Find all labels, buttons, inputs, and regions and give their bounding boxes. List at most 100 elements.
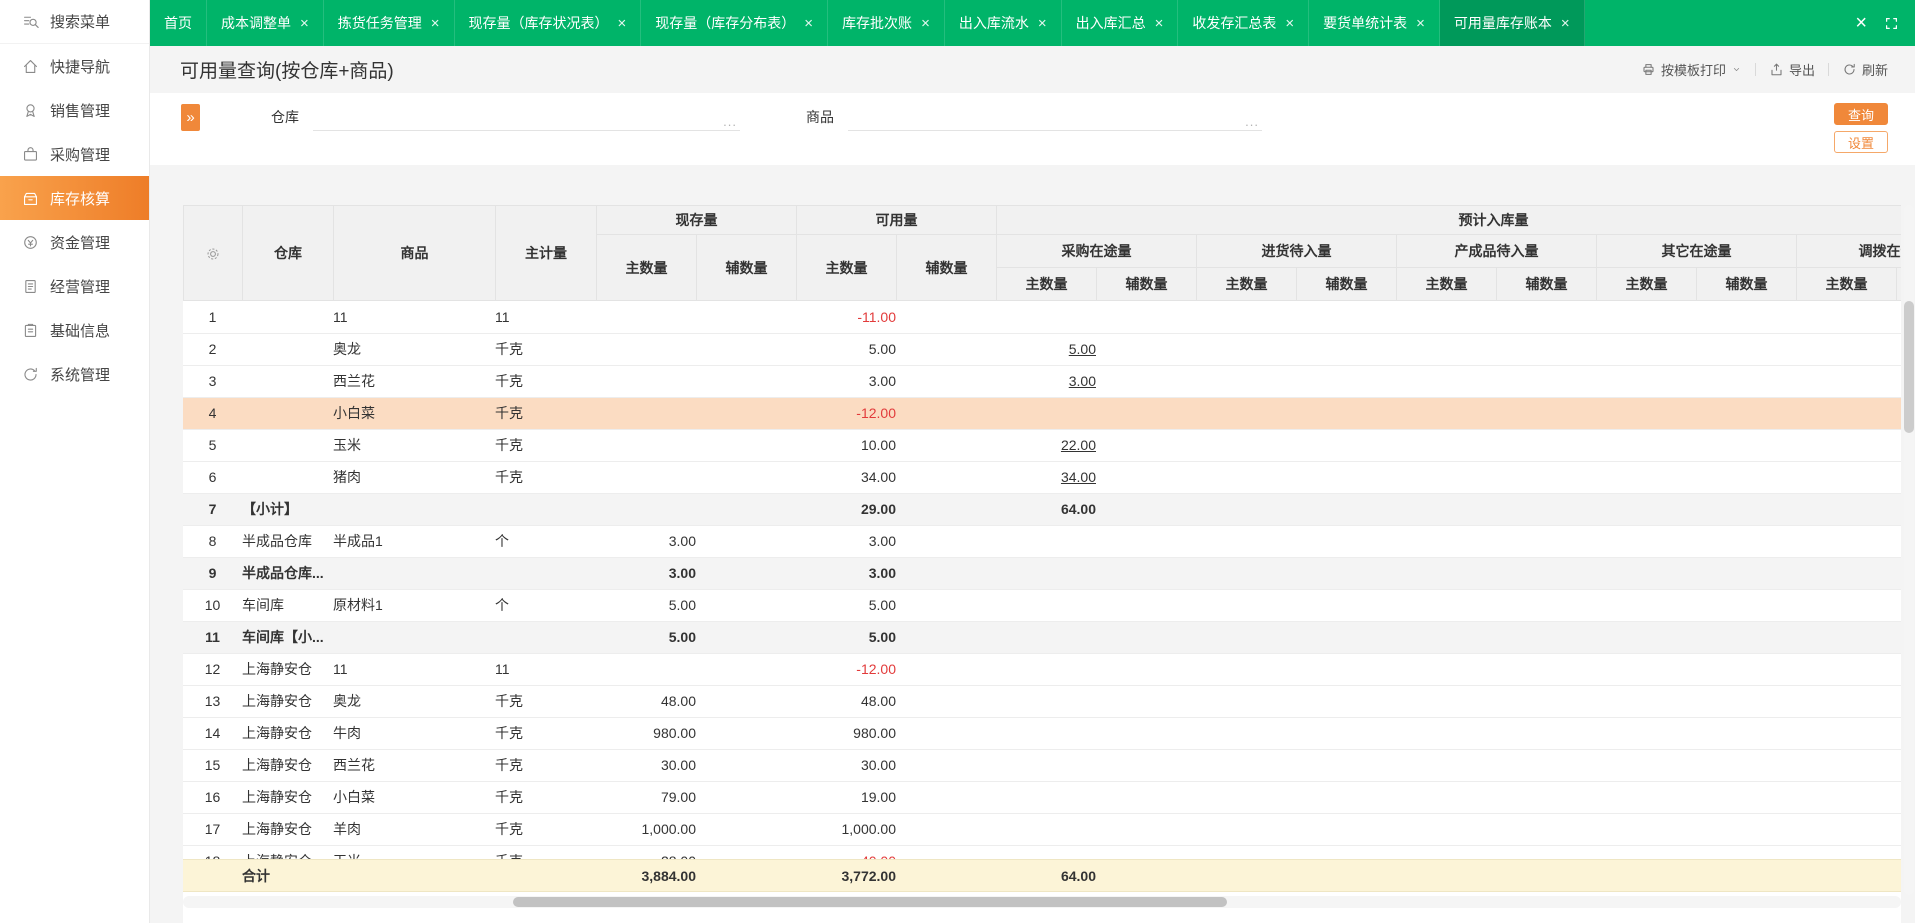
vertical-scrollbar[interactable] bbox=[1904, 205, 1914, 895]
export-button[interactable]: 导出 bbox=[1769, 60, 1815, 79]
column-settings-gear-icon[interactable] bbox=[183, 205, 243, 301]
col-group-transfer-transit[interactable]: 调拨在途量 bbox=[1795, 234, 1901, 268]
col-header-purchase-main-qty[interactable]: 主数量 bbox=[996, 267, 1097, 301]
col-header-incoming-aux-qty[interactable]: 辅数量 bbox=[1296, 267, 1397, 301]
sidebar-item[interactable]: 经营管理 bbox=[0, 264, 149, 308]
table-row[interactable]: 10 车间库 原材料1 个 5.00 5.00 bbox=[183, 589, 1901, 622]
tab-item[interactable]: 出入库汇总 × bbox=[1062, 0, 1179, 46]
sidebar-item[interactable]: 销售管理 bbox=[0, 88, 149, 132]
table-row[interactable]: 3 西兰花 千克 3.00 3.00 bbox=[183, 365, 1901, 398]
drilldown-link[interactable]: 22.00 bbox=[1060, 437, 1096, 453]
tab-item[interactable]: 现存量（库存分布表） × bbox=[641, 0, 829, 46]
tab-item[interactable]: 成本调整单 × bbox=[207, 0, 324, 46]
col-header-available-main-qty[interactable]: 主数量 bbox=[796, 234, 897, 301]
tab-close-icon[interactable]: × bbox=[1416, 14, 1425, 32]
col-group-incoming-pending[interactable]: 进货待入量 bbox=[1196, 234, 1397, 268]
divider bbox=[1754, 63, 1756, 76]
topbar-actions: × bbox=[1839, 0, 1915, 46]
filter-bar: » 仓库 ... 商品 ... 查询 设置 bbox=[150, 93, 1915, 165]
table-row[interactable]: 12 上海静安仓 11 11 -12.00 bbox=[183, 653, 1901, 686]
drilldown-link[interactable]: 3.00 bbox=[1068, 373, 1096, 389]
query-button[interactable]: 查询 bbox=[1834, 103, 1888, 125]
col-header-incoming-main-qty[interactable]: 主数量 bbox=[1196, 267, 1297, 301]
ellipsis-picker-icon[interactable]: ... bbox=[1245, 114, 1259, 129]
warehouse-input[interactable]: ... bbox=[313, 105, 740, 131]
table-row[interactable]: 16 上海静安仓 小白菜 千克 79.00 19.00 bbox=[183, 781, 1901, 814]
ellipsis-picker-icon[interactable]: ... bbox=[723, 114, 737, 129]
table-row[interactable]: 9 半成品仓库... 3.00 3.00 bbox=[183, 557, 1901, 590]
col-header-available-aux-qty[interactable]: 辅数量 bbox=[896, 234, 997, 301]
settings-button[interactable]: 设置 bbox=[1834, 131, 1888, 153]
sidebar-item[interactable]: 快捷导航 bbox=[0, 44, 149, 88]
chevron-down-icon[interactable] bbox=[1731, 64, 1742, 75]
col-header-transfer-aux-qty[interactable]: 辅数量 bbox=[1895, 267, 1901, 301]
refresh-button[interactable]: 刷新 bbox=[1842, 60, 1888, 79]
tab-close-icon[interactable]: × bbox=[300, 14, 309, 32]
drilldown-link[interactable]: 34.00 bbox=[1060, 469, 1096, 485]
tab-item[interactable]: 现存量（库存状况表） × bbox=[455, 0, 642, 46]
col-header-other-main-qty[interactable]: 主数量 bbox=[1596, 267, 1697, 301]
product-input[interactable]: ... bbox=[848, 105, 1262, 131]
vertical-scrollbar-thumb[interactable] bbox=[1904, 301, 1914, 433]
tab-close-icon[interactable]: × bbox=[804, 14, 814, 32]
col-group-finished-goods-pending[interactable]: 产成品待入量 bbox=[1396, 234, 1597, 268]
tab-close-icon[interactable]: × bbox=[1037, 14, 1047, 32]
col-header-transfer-main-qty[interactable]: 主数量 bbox=[1796, 267, 1897, 301]
tab-item[interactable]: 库存批次账 × bbox=[828, 0, 945, 46]
tab-close-icon[interactable]: × bbox=[1285, 14, 1295, 32]
tab-active[interactable]: 可用量库存账本 × bbox=[1439, 0, 1585, 46]
fullscreen-icon[interactable] bbox=[1884, 16, 1899, 31]
expand-filter-button[interactable]: » bbox=[181, 104, 200, 131]
sidebar-item[interactable]: 搜索菜单 bbox=[0, 0, 149, 44]
table-row[interactable]: 4 小白菜 千克 -12.00 bbox=[183, 397, 1901, 430]
table-row[interactable]: 5 玉米 千克 10.00 22.00 bbox=[183, 429, 1901, 462]
print-template-button[interactable]: 按模板打印 bbox=[1641, 60, 1742, 79]
table-row[interactable]: 13 上海静安仓 奥龙 千克 48.00 48.00 bbox=[183, 685, 1901, 718]
tab-close-icon[interactable]: × bbox=[1560, 14, 1570, 32]
horizontal-scrollbar[interactable] bbox=[183, 896, 1901, 908]
tab-item[interactable]: 首页 bbox=[150, 0, 207, 46]
table-row[interactable]: 17 上海静安仓 羊肉 千克 1,000.00 1,000.00 bbox=[183, 813, 1901, 846]
col-header-warehouse[interactable]: 仓库 bbox=[242, 205, 334, 301]
close-all-icon[interactable]: × bbox=[1855, 12, 1867, 34]
tab-item[interactable]: 收发存汇总表 × bbox=[1178, 0, 1310, 46]
horizontal-scrollbar-thumb[interactable] bbox=[513, 897, 1227, 907]
table-row[interactable]: 7 【小计】 29.00 64.00 bbox=[183, 493, 1901, 526]
tab-close-icon[interactable]: × bbox=[921, 14, 930, 32]
tab-close-icon[interactable]: × bbox=[1154, 14, 1164, 32]
table-row[interactable]: 1 11 11 -11.00 bbox=[183, 301, 1901, 334]
table-row[interactable]: 2 奥龙 千克 5.00 5.00 bbox=[183, 333, 1901, 366]
col-header-current-aux-qty[interactable]: 辅数量 bbox=[696, 234, 797, 301]
sidebar-item[interactable]: 基础信息 bbox=[0, 308, 149, 352]
table-row[interactable]: 14 上海静安仓 牛肉 千克 980.00 980.00 bbox=[183, 717, 1901, 750]
drilldown-link[interactable]: 5.00 bbox=[1068, 341, 1096, 357]
col-header-purchase-aux-qty[interactable]: 辅数量 bbox=[1096, 267, 1197, 301]
sidebar-item[interactable]: 系统管理 bbox=[0, 352, 149, 396]
table-row[interactable]: 11 车间库【小... 5.00 5.00 bbox=[183, 621, 1901, 654]
sidebar-item[interactable]: 资金管理 bbox=[0, 220, 149, 264]
col-header-product[interactable]: 商品 bbox=[333, 205, 496, 301]
table-row[interactable]: 6 猪肉 千克 34.00 34.00 bbox=[183, 461, 1901, 494]
col-group-expected-inbound[interactable]: 预计入库量 bbox=[995, 205, 1901, 235]
col-group-other-transit[interactable]: 其它在途量 bbox=[1596, 234, 1797, 268]
sidebar-item[interactable]: 采购管理 bbox=[0, 132, 149, 176]
col-group-current-stock[interactable]: 现存量 bbox=[596, 205, 797, 235]
col-group-purchase-transit[interactable]: 采购在途量 bbox=[996, 234, 1197, 268]
table-row[interactable]: 8 半成品仓库 半成品1 个 3.00 3.00 bbox=[183, 525, 1901, 558]
table-row[interactable]: 15 上海静安仓 西兰花 千克 30.00 30.00 bbox=[183, 749, 1901, 782]
col-header-other-aux-qty[interactable]: 辅数量 bbox=[1696, 267, 1797, 301]
current-aux-qty-cell bbox=[696, 461, 796, 494]
tab-close-icon[interactable]: × bbox=[430, 14, 440, 32]
tab-close-icon[interactable]: × bbox=[617, 14, 627, 32]
col-header-current-main-qty[interactable]: 主数量 bbox=[596, 234, 697, 301]
tab-item[interactable]: 出入库流水 × bbox=[945, 0, 1062, 46]
tab-item[interactable]: 拣货任务管理 × bbox=[324, 0, 455, 46]
finished-main-qty-cell bbox=[1396, 589, 1496, 622]
col-header-unit[interactable]: 主计量 bbox=[495, 205, 597, 301]
col-header-finished-aux-qty[interactable]: 辅数量 bbox=[1496, 267, 1597, 301]
sidebar-item[interactable]: 库存核算 bbox=[0, 176, 149, 220]
col-group-available[interactable]: 可用量 bbox=[796, 205, 997, 235]
tab-item[interactable]: 要货单统计表 × bbox=[1309, 0, 1440, 46]
col-header-finished-main-qty[interactable]: 主数量 bbox=[1396, 267, 1497, 301]
table-row[interactable]: 18上海静安仓玉米千克28.00 -40.00 bbox=[183, 845, 1901, 859]
